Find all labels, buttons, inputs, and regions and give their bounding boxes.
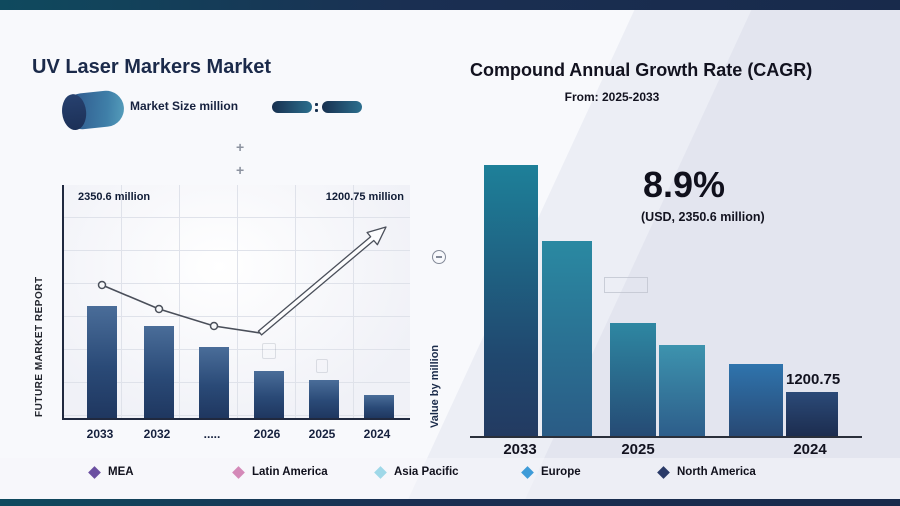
cagr-bar-2024-primary <box>729 364 783 437</box>
legend-item-europe: Europe <box>521 464 581 480</box>
future-market-report-watermark: FUTURE MARKET REPORT <box>34 276 45 417</box>
legend-item-asia-pacific: Asia Pacific <box>374 464 459 480</box>
left-bar-2032 <box>144 326 174 418</box>
europe-diamond-icon <box>521 465 534 479</box>
cagr-axis-label-2024: 2024 <box>793 441 827 458</box>
annotation-2024-value: 1200.75 million <box>325 191 404 203</box>
cagr-bar-value-label: 1200.75 <box>786 371 841 388</box>
cagr-title: Compound Annual Growth Rate (CAGR) <box>470 60 813 80</box>
top-border-strip <box>0 0 900 10</box>
step-outline-decoration <box>604 277 648 293</box>
cagr-usd-detail: (USD, 2350.6 million) <box>641 210 765 224</box>
legend-label: MEA <box>108 466 134 478</box>
trend-marker <box>97 280 107 290</box>
market-size-chart-panel: 2350.6 million 1200.75 million <box>62 185 410 420</box>
left-axis-label-2033: 2033 <box>86 427 114 441</box>
value-by-million-axis-label: Value by million <box>429 344 441 428</box>
trend-arrow <box>257 226 387 336</box>
north-america-diamond-icon <box>657 465 670 479</box>
legend-item-mea: MEA <box>88 464 134 480</box>
plus-decoration-bottom: + <box>236 162 245 178</box>
cagr-axis-baseline <box>470 436 862 438</box>
trend-marker <box>154 304 164 314</box>
left-bar-2033 <box>87 306 117 418</box>
pill-decoration-right <box>322 101 362 113</box>
left-axis-label-2026: 2026 <box>253 427 281 441</box>
left-axis-label-2025: 2025 <box>308 427 336 441</box>
page-title: UV Laser Markers Market <box>32 56 272 78</box>
cagr-percentage: 8.9% <box>643 164 726 205</box>
market-size-legend-label: Market Size million <box>130 99 239 113</box>
legend-label: North America <box>677 466 756 478</box>
ghost-icon-decoration <box>316 359 328 373</box>
legend-label: Latin America <box>252 466 328 478</box>
cagr-bar-2024-secondary <box>786 392 838 437</box>
cagr-axis-label-2025: 2025 <box>621 441 655 458</box>
mea-diamond-icon <box>88 465 101 479</box>
left-bar-2026 <box>254 371 284 418</box>
legend-label: Asia Pacific <box>394 466 459 478</box>
trend-line <box>101 284 261 334</box>
bottom-border-strip <box>0 499 900 506</box>
trend-overlay <box>97 226 387 336</box>
legend-item-north-america: North America <box>657 464 756 480</box>
left-bar-intermediate <box>199 347 229 418</box>
left-axis-label-2032: 2032 <box>143 427 171 441</box>
circle-minus-decoration <box>432 250 446 264</box>
cagr-bar-2033-secondary <box>542 241 592 437</box>
cagr-bar-2025-secondary <box>659 345 705 437</box>
pill-colon-decoration <box>315 103 318 112</box>
trend-marker <box>209 321 219 331</box>
legend-item-latin-america: Latin America <box>232 464 328 480</box>
pill-decoration-left <box>272 101 312 113</box>
cagr-bar-2033-primary <box>484 165 538 437</box>
plus-decoration-top: + <box>236 139 245 155</box>
cagr-subtitle: From: 2025-2033 <box>564 90 660 104</box>
ghost-icon-decoration <box>262 343 276 359</box>
latin-america-diamond-icon <box>232 465 245 479</box>
cagr-bar-2025-primary <box>610 323 656 437</box>
legend-label: Europe <box>541 466 581 478</box>
cagr-axis-label-2033: 2033 <box>503 441 537 458</box>
left-axis-label-dots: ..... <box>203 427 221 441</box>
left-bar-2025 <box>309 380 339 418</box>
legend-band <box>0 458 900 499</box>
left-axis-label-2024: 2024 <box>363 427 391 441</box>
annotation-2033-value: 2350.6 million <box>78 191 151 203</box>
asia-pacific-diamond-icon <box>374 465 387 479</box>
left-bar-2024 <box>364 395 394 418</box>
